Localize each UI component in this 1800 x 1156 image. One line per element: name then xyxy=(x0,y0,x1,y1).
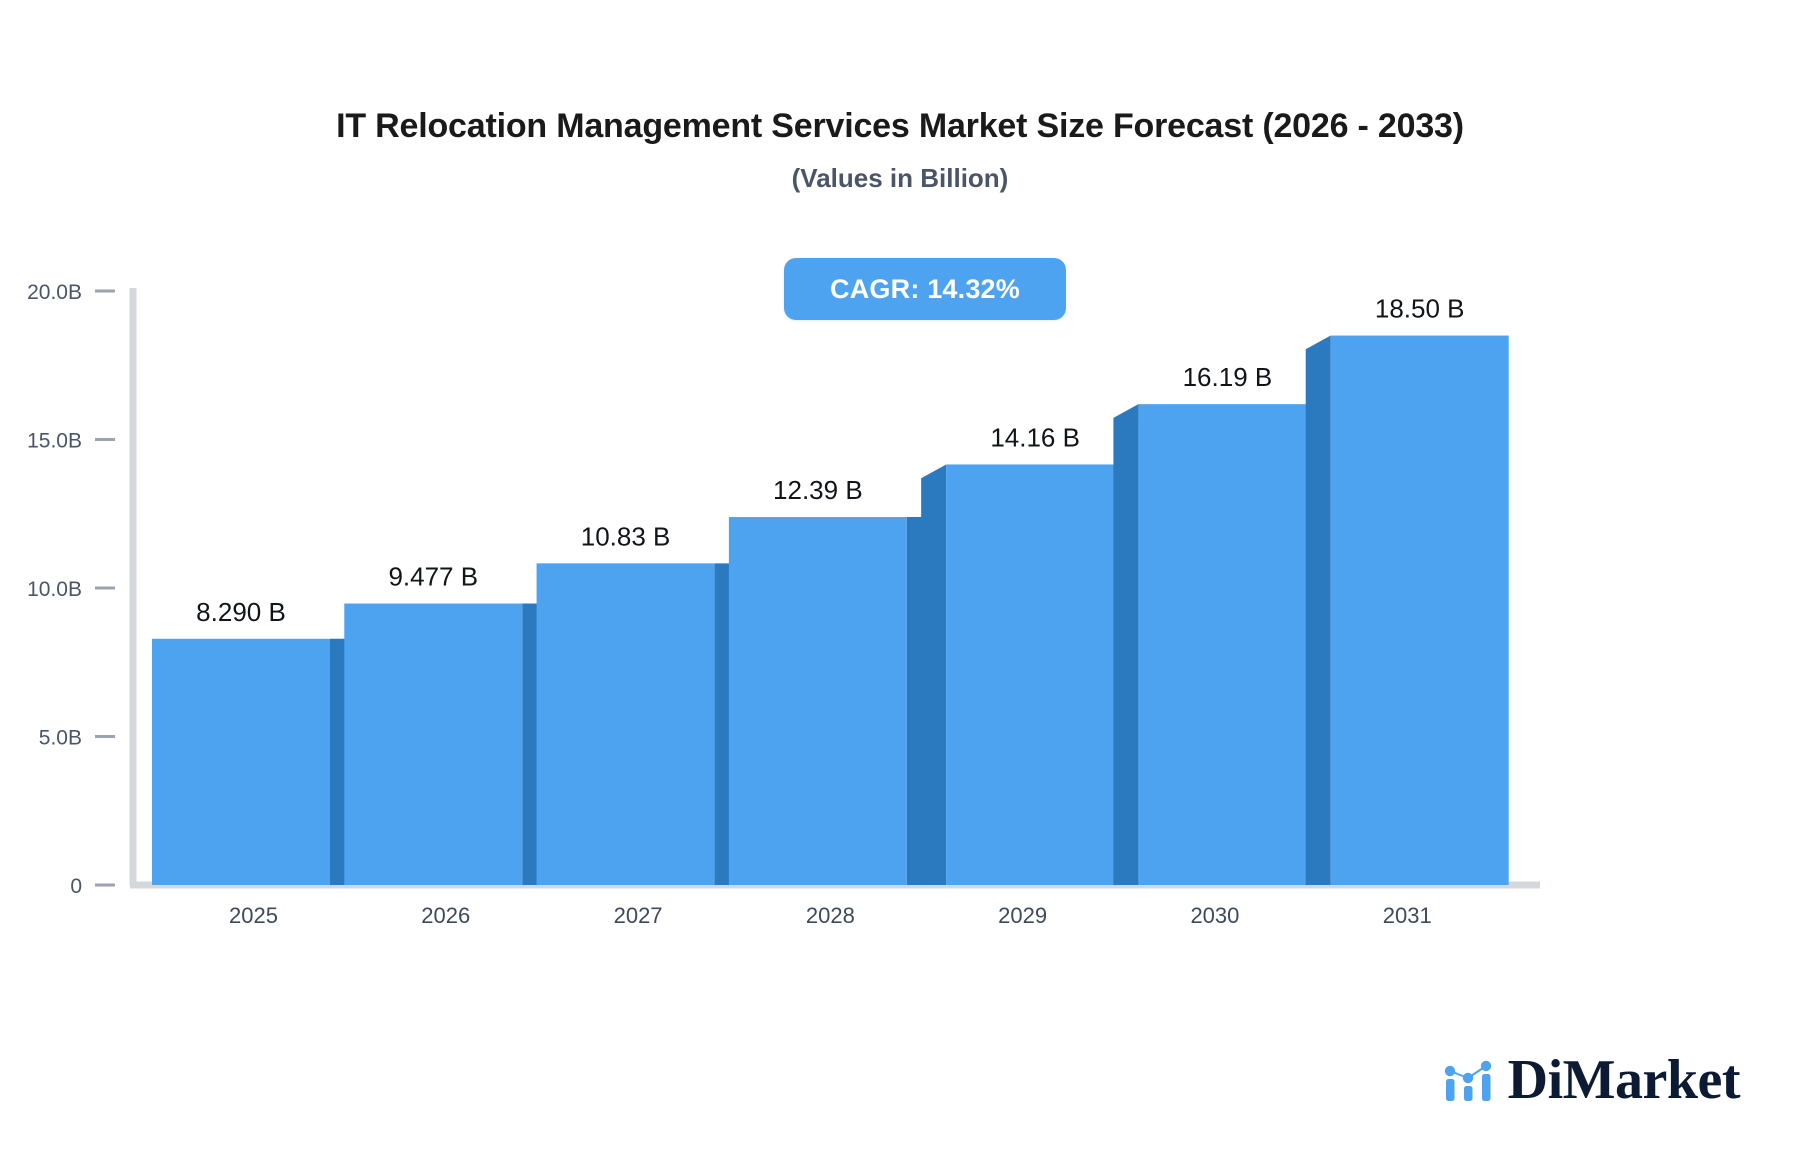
bar-chart-icon-svg xyxy=(1444,1060,1491,1101)
bar xyxy=(344,603,523,885)
bar-chart-svg: 0 5.0B 10.0B 15.0B 20.0B 8.290 B 9.477 B 10.83… xyxy=(27,281,1540,928)
x-axis-tick-label: 2028 xyxy=(806,903,855,928)
bar-group xyxy=(728,517,932,885)
bar-value-label: 14.16 B xyxy=(990,422,1080,452)
bar-group xyxy=(152,638,355,885)
brand-logo: DiMarket xyxy=(1444,1049,1741,1111)
bar xyxy=(728,517,907,885)
bar-labels-layer: 8.290 B 9.477 B 10.83 B 12.39 B 14.16 B 16.19… xyxy=(196,294,1464,627)
x-axis-tick-label: 2029 xyxy=(998,903,1047,928)
bar-side-face xyxy=(1305,335,1331,885)
y-axis-tick-label: 10.0B xyxy=(27,578,82,601)
bar-value-label: 10.83 B xyxy=(581,521,671,551)
cagr-badge: CAGR: 14.32% xyxy=(784,258,1066,320)
bar xyxy=(1138,404,1317,885)
y-axis-tick-label: 20.0B xyxy=(27,281,82,304)
x-axis-tick-label: 2025 xyxy=(229,903,278,928)
bar-chart-icon xyxy=(1444,1054,1494,1107)
bar-group xyxy=(536,563,740,885)
bar-group xyxy=(1305,335,1509,885)
x-axis-tick-label: 2026 xyxy=(421,903,470,928)
logo-text: DiMarket xyxy=(1507,1049,1741,1111)
bar-value-label: 8.290 B xyxy=(196,597,286,627)
x-axis-tick-label: 2027 xyxy=(614,903,663,928)
bar xyxy=(536,563,715,885)
x-axis-tick-label: 2031 xyxy=(1383,903,1432,928)
page-title: IT Relocation Management Services Market… xyxy=(336,107,1464,145)
bar xyxy=(946,464,1125,885)
bar-value-label: 18.50 B xyxy=(1375,294,1465,324)
x-axis-tick-label: 2030 xyxy=(1190,903,1239,928)
x-axis-ticks-layer: 2025 2026 2027 2028 2029 2030 2031 xyxy=(229,903,1432,928)
bar-value-label: 9.477 B xyxy=(388,562,478,592)
bar xyxy=(1330,335,1509,885)
bar-group xyxy=(1113,404,1317,885)
title-block: IT Relocation Management Services Market… xyxy=(0,107,1800,194)
y-axis-tick-label: 0 xyxy=(70,875,82,898)
y-axis-tick-label: 5.0B xyxy=(39,727,82,750)
bar-side-face xyxy=(921,464,947,885)
bar xyxy=(152,638,330,885)
page-subtitle: (Values in Billion) xyxy=(791,163,1009,194)
bar-group xyxy=(921,464,1125,885)
bar-side-face xyxy=(1113,404,1139,885)
y-axis-tick-label: 15.0B xyxy=(27,430,82,453)
bar-group xyxy=(344,603,548,885)
plot-area: 0 5.0B 10.0B 15.0B 20.0B 8.290 B 9.477 B 10.83… xyxy=(27,281,1540,928)
bar-value-label: 16.19 B xyxy=(1183,362,1273,392)
bars-layer xyxy=(152,335,1509,885)
cagr-badge-label: CAGR: 14.32% xyxy=(830,273,1020,304)
bar-value-label: 12.39 B xyxy=(773,475,863,505)
